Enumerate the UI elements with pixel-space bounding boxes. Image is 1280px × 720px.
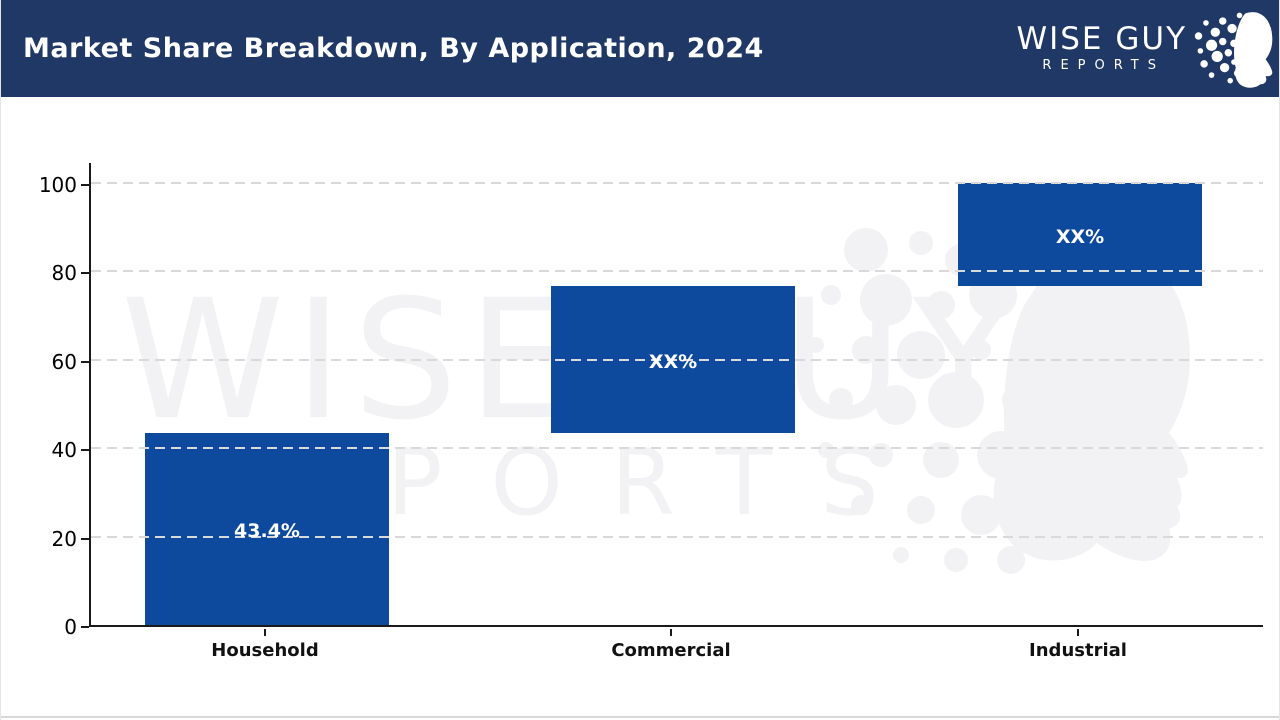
x-axis-category-label: Industrial: [1029, 640, 1127, 661]
y-axis-tick-label: 80: [51, 261, 77, 286]
bar-value-label: XX%: [648, 350, 698, 373]
bar-household: [145, 433, 389, 625]
bar-industrial: [958, 183, 1202, 287]
watermark-dotted-head-icon: [808, 228, 1190, 574]
y-axis-tick-mark: [81, 537, 89, 540]
gridline-20: [91, 535, 1263, 538]
x-axis-tick-mark: [670, 629, 672, 636]
gridline-100: [91, 182, 1263, 184]
gridline-60: [91, 358, 1263, 361]
gridline-80: [91, 270, 1263, 273]
plot-area: 43.4% XX% XX%: [89, 163, 1263, 627]
bar-value-label: XX%: [1055, 225, 1105, 248]
y-axis-tick-label: 0: [64, 615, 77, 639]
x-axis-category-label: Household: [211, 640, 319, 661]
wise-guy-reports-logo: WISE GUY REPORTS: [1016, 8, 1275, 90]
y-axis-tick-mark: [81, 184, 89, 186]
logo-line2: REPORTS: [1042, 58, 1166, 73]
y-axis-tick-label: 40: [51, 438, 77, 463]
y-axis-tick-mark: [81, 626, 89, 628]
logo-wordmark: WISE GUY REPORTS: [1016, 21, 1187, 74]
logo-line1: WISE GUY: [1016, 21, 1187, 57]
bar-value-label: 43.4%: [234, 520, 300, 543]
y-axis-tick-mark: [81, 360, 89, 363]
page-bottom-border: [1, 716, 1279, 718]
gridline-40: [91, 447, 1263, 450]
y-axis-tick-label: 100: [38, 173, 77, 197]
logo-dotted-head-icon: [1194, 11, 1273, 88]
chart-title: Market Share Breakdown, By Application, …: [23, 33, 764, 64]
y-axis-tick-mark: [81, 272, 89, 275]
header-banner: Market Share Breakdown, By Application, …: [1, 0, 1279, 97]
y-axis-tick-mark: [81, 449, 89, 452]
x-axis-tick-mark: [264, 629, 266, 636]
y-axis-tick-label: 60: [51, 349, 77, 374]
y-axis-tick-label: 20: [51, 526, 77, 551]
x-axis-category-label: Commercial: [611, 640, 731, 661]
x-axis-tick-mark: [1077, 629, 1079, 636]
